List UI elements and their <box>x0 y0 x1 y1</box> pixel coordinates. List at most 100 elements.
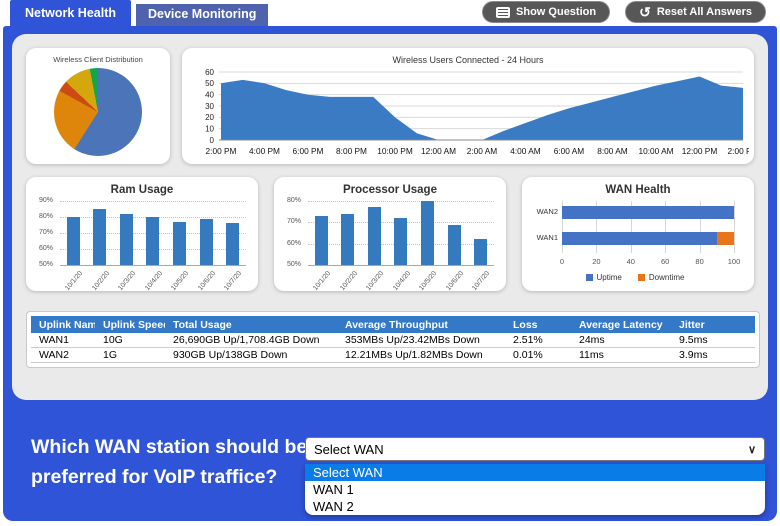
svg-text:10: 10 <box>205 125 214 134</box>
wan-segment-uptime <box>562 206 734 219</box>
svg-text:6:00 AM: 6:00 AM <box>554 146 585 156</box>
y-tick-label: 80% <box>38 213 53 220</box>
chevron-down-icon: ∨ <box>747 443 756 456</box>
show-question-label: Show Question <box>516 6 597 18</box>
wan-health-title: WAN Health <box>605 184 671 196</box>
gridline <box>734 201 735 253</box>
bar <box>474 239 488 265</box>
dashboard-panel: Wireless Client Distribution Wireless Us… <box>12 34 768 400</box>
table-header-cell: Average Latency <box>571 316 671 333</box>
svg-text:2:00 PM: 2:00 PM <box>206 146 237 156</box>
x-tick-label: 40 <box>626 257 635 266</box>
bar <box>226 223 240 265</box>
svg-text:6:00 PM: 6:00 PM <box>293 146 324 156</box>
option-wan-2[interactable]: WAN 2 <box>313 499 354 514</box>
svg-text:60: 60 <box>205 68 214 77</box>
gridline <box>699 201 701 253</box>
x-tick-label: 10/1/20 <box>64 270 85 292</box>
wan-health-bar-chart: WAN2 WAN1 0 20 40 60 80 100 Uptime Downtime <box>528 199 742 291</box>
table-cell: 12.21MBs Up/1.82MBs Down <box>337 347 505 363</box>
wan-category-label: WAN1 <box>536 233 558 242</box>
bar <box>314 215 328 265</box>
x-tick-label: 20 <box>592 257 601 266</box>
svg-text:8:00 AM: 8:00 AM <box>597 146 628 156</box>
wan-select[interactable]: Select WAN ∨ <box>305 437 765 461</box>
x-tick-label: 10/4/20 <box>143 270 164 292</box>
x-tick-label: 10/4/20 <box>391 270 412 292</box>
legend-item: Uptime <box>585 273 622 282</box>
table-row: WAN2 1G 930GB Up/138GB Down 12.21MBs Up/1.8… <box>31 347 755 363</box>
ram-usage-bar-chart: 50% 60% 70% 80% 90% 10/1/20 10/2/20 10/3/20 10/4… <box>30 197 250 292</box>
wireless-client-distribution-pie-chart <box>54 68 142 156</box>
pie-chart-title: Wireless Client Distribution <box>53 55 143 64</box>
tab-bar: Network Health Device Monitoring <box>0 0 271 26</box>
svg-text:50: 50 <box>205 79 214 88</box>
table-cell: 353MBs Up/23.42MBs Down <box>337 333 505 348</box>
ram-usage-card: Ram Usage 50% 60% 70% 80% 90% 10/1/20 10/2/20 1… <box>26 177 258 292</box>
svg-text:0: 0 <box>210 136 215 145</box>
table-cell: 1G <box>95 347 165 363</box>
dashboard-body: Wireless Client Distribution Wireless Us… <box>3 26 777 521</box>
option-wan-1[interactable]: WAN 1 <box>313 482 354 497</box>
bar-plot-area <box>308 201 494 266</box>
option-select-wan[interactable]: Select WAN <box>305 464 765 481</box>
legend-swatch <box>637 274 645 281</box>
bars <box>60 201 246 265</box>
header: Network Health Device Monitoring Show Qu… <box>0 0 780 26</box>
x-tick-label: 10/3/20 <box>117 270 138 292</box>
wan-plot-area <box>562 201 735 253</box>
svg-text:40: 40 <box>205 91 214 100</box>
x-tick-label: 10/7/20 <box>223 270 244 292</box>
svg-text:12:00 AM: 12:00 AM <box>421 146 456 156</box>
table-cell: 26,690GB Up/1,708.4GB Down <box>165 333 337 348</box>
gridline <box>60 265 246 266</box>
x-tick-label: 10/6/20 <box>445 270 465 292</box>
table-header-cell: Jitter <box>671 316 755 333</box>
wan-category-label: WAN2 <box>536 207 558 216</box>
wireless-users-card: Wireless Users Connected - 24 Hours 0 10 2… <box>182 48 754 164</box>
x-tick-label: 100 <box>727 257 741 266</box>
table-header-cell: Loss <box>505 316 571 333</box>
x-axis-labels: 10/1/20 10/2/20 10/3/20 10/4/20 10/5/20 10/6/… <box>60 269 246 292</box>
x-tick-label: 0 <box>559 257 565 266</box>
x-tick-label: 10/7/20 <box>471 270 492 292</box>
tab-device-monitoring[interactable]: Device Monitoring <box>134 2 271 26</box>
tab-network-health[interactable]: Network Health <box>10 0 131 26</box>
table-cell: 9.5ms <box>671 333 755 348</box>
table-header-cell: Uplink Speed <box>95 316 165 333</box>
table-cell: 11ms <box>571 347 671 363</box>
bar-plot-area <box>60 201 246 266</box>
y-tick-label: 60% <box>38 245 53 252</box>
wan-x-axis-labels: 0 20 40 60 80 100 <box>559 257 740 267</box>
gridline <box>630 201 632 253</box>
bar <box>341 213 355 265</box>
bar <box>66 217 80 265</box>
legend-swatch <box>585 274 593 281</box>
header-buttons: Show Question ↺ Reset All Answers <box>482 1 780 26</box>
reset-all-answers-button[interactable]: ↺ Reset All Answers <box>625 1 766 23</box>
gridline <box>596 201 598 253</box>
table-cell: WAN2 <box>31 347 95 363</box>
x-tick-label: 10/5/20 <box>170 270 191 292</box>
x-tick-label: 80 <box>695 257 704 266</box>
x-tick-label: 10/2/20 <box>90 270 111 292</box>
bar <box>367 207 381 265</box>
row-top: Wireless Client Distribution Wireless Us… <box>26 48 754 164</box>
table-header-cell: Uplink Name <box>31 316 95 333</box>
x-tick-label: 10/2/20 <box>338 270 359 292</box>
question-text: Which WAN station should be preferred fo… <box>31 436 308 488</box>
bar <box>93 209 107 265</box>
table-header-cell: Total Usage <box>165 316 337 333</box>
x-tick-label: 60 <box>661 257 670 266</box>
show-question-button[interactable]: Show Question <box>482 1 611 23</box>
y-tick-label: 90% <box>38 197 53 204</box>
row-middle: Ram Usage 50% 60% 70% 80% 90% 10/1/20 10/2/20 1… <box>26 177 754 292</box>
table-cell: 24ms <box>571 333 671 348</box>
table-header-cell: Average Throughput <box>337 316 505 333</box>
gridline <box>60 201 246 202</box>
processor-usage-card: Processor Usage 50% 60% 70% 80% 10/1/20 10/2/… <box>274 177 506 292</box>
bar <box>421 201 435 265</box>
processor-usage-title: Processor Usage <box>343 184 437 196</box>
